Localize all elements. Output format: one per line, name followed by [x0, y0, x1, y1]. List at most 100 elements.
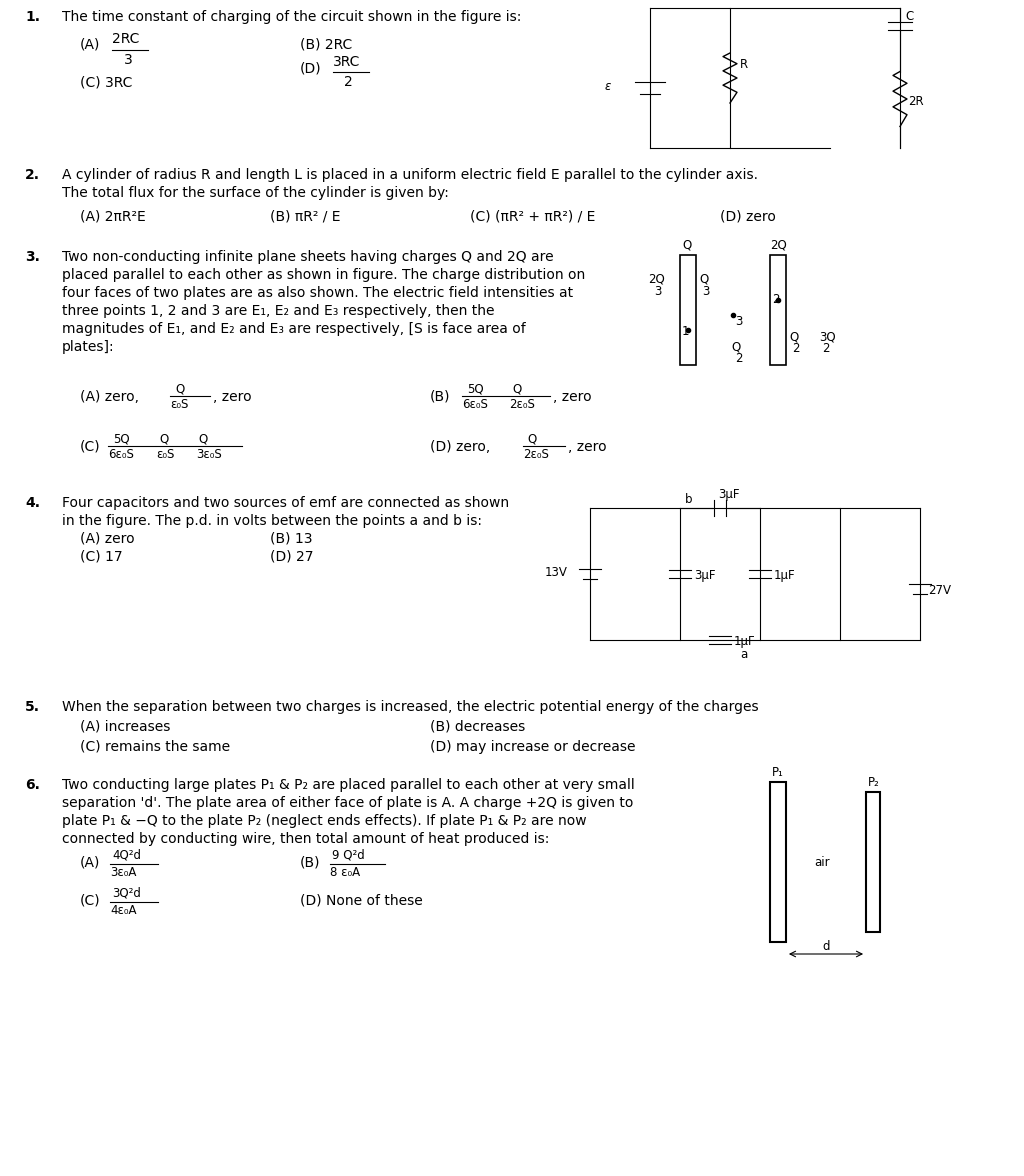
Text: plates]:: plates]: [62, 340, 115, 354]
Text: 2ε₀S: 2ε₀S [509, 397, 535, 410]
Text: 6ε₀S: 6ε₀S [462, 397, 487, 410]
Text: 2: 2 [822, 342, 829, 355]
Text: (C) (πR² + πR²) / E: (C) (πR² + πR²) / E [470, 211, 595, 223]
Text: , zero: , zero [568, 440, 606, 454]
Text: 2R: 2R [908, 95, 924, 108]
Text: Q: Q [731, 340, 740, 353]
Text: 3: 3 [735, 315, 742, 328]
Text: 3: 3 [702, 285, 710, 298]
Text: Q: Q [512, 383, 521, 396]
Text: (B) πR² / E: (B) πR² / E [270, 211, 341, 223]
Text: P₂: P₂ [868, 776, 880, 789]
Text: 4Q²d: 4Q²d [112, 848, 141, 861]
Text: 3Q: 3Q [819, 330, 836, 343]
Text: The total flux for the surface of the cylinder is given by:: The total flux for the surface of the cy… [62, 186, 449, 200]
Text: (B): (B) [430, 390, 451, 405]
Text: 13V: 13V [545, 566, 568, 579]
Text: 3ε₀A: 3ε₀A [110, 866, 136, 878]
Text: in the figure. The p.d. in volts between the points a and b is:: in the figure. The p.d. in volts between… [62, 514, 482, 528]
Text: 5.: 5. [25, 700, 40, 714]
Text: (B) 2RC: (B) 2RC [300, 38, 352, 52]
Text: , zero: , zero [213, 390, 252, 405]
Text: a: a [740, 648, 748, 661]
Text: placed parallel to each other as shown in figure. The charge distribution on: placed parallel to each other as shown i… [62, 268, 586, 282]
Text: 3: 3 [124, 53, 133, 67]
Text: Four capacitors and two sources of emf are connected as shown: Four capacitors and two sources of emf a… [62, 496, 509, 510]
Text: (A): (A) [80, 38, 100, 52]
Text: (A) increases: (A) increases [80, 720, 170, 734]
Text: When the separation between two charges is increased, the electric potential ene: When the separation between two charges … [62, 700, 759, 714]
Text: 1: 1 [682, 325, 689, 338]
Text: magnitudes of E₁, and E₂ and E₃ are respectively, [S is face area of: magnitudes of E₁, and E₂ and E₃ are resp… [62, 322, 525, 336]
Text: b: b [685, 493, 692, 506]
Text: Q: Q [198, 433, 207, 446]
Text: 2Q: 2Q [648, 273, 665, 286]
Text: 2: 2 [344, 75, 352, 89]
Text: (C) 3RC: (C) 3RC [80, 75, 132, 89]
Bar [680, 255, 696, 365]
Text: (D) None of these: (D) None of these [300, 894, 423, 908]
Text: 2RC: 2RC [112, 32, 139, 46]
Text: (D) may increase or decrease: (D) may increase or decrease [430, 740, 636, 754]
Text: (B): (B) [300, 856, 321, 870]
Text: The time constant of charging of the circuit shown in the figure is:: The time constant of charging of the cir… [62, 11, 521, 24]
Text: 27V: 27V [928, 584, 951, 597]
Text: A cylinder of radius R and length L is placed in a uniform electric field E para: A cylinder of radius R and length L is p… [62, 168, 758, 182]
Text: 5Q: 5Q [113, 433, 130, 446]
Text: 3μF: 3μF [718, 488, 739, 501]
Text: 3ε₀S: 3ε₀S [196, 448, 222, 461]
Text: four faces of two plates are as also shown. The electric field intensities at: four faces of two plates are as also sho… [62, 286, 573, 300]
Text: 1μF: 1μF [774, 569, 796, 582]
Text: C: C [905, 11, 913, 24]
Text: Q: Q [682, 239, 691, 252]
Text: (C) remains the same: (C) remains the same [80, 740, 230, 754]
Text: (C): (C) [80, 440, 100, 454]
Text: d: d [822, 940, 829, 953]
Text: ε: ε [605, 80, 611, 93]
Text: 1.: 1. [25, 11, 40, 24]
Text: connected by conducting wire, then total amount of heat produced is:: connected by conducting wire, then total… [62, 831, 549, 846]
Text: (D) 27: (D) 27 [270, 550, 313, 564]
Text: separation 'd'. The plate area of either face of plate is A. A charge +2Q is giv: separation 'd'. The plate area of either… [62, 796, 634, 810]
Text: (A) 2πR²E: (A) 2πR²E [80, 211, 145, 223]
Text: (B) decreases: (B) decreases [430, 720, 525, 734]
Text: Q: Q [527, 433, 537, 446]
Text: ε₀S: ε₀S [170, 397, 188, 410]
Text: (C): (C) [80, 894, 100, 908]
Text: (A) zero: (A) zero [80, 532, 134, 546]
Text: (A): (A) [80, 856, 100, 870]
Text: 2Q: 2Q [770, 239, 786, 252]
Text: (C) 17: (C) 17 [80, 550, 123, 564]
Text: 2: 2 [735, 352, 742, 365]
Text: 2.: 2. [25, 168, 40, 182]
Text: (D): (D) [300, 62, 322, 76]
Text: plate P₁ & −Q to the plate P₂ (neglect ends effects). If plate P₁ & P₂ are now: plate P₁ & −Q to the plate P₂ (neglect e… [62, 814, 587, 828]
Text: ε₀S: ε₀S [156, 448, 174, 461]
Text: , zero: , zero [553, 390, 592, 405]
Text: 2ε₀S: 2ε₀S [523, 448, 549, 461]
Text: 9 Q²d: 9 Q²d [332, 848, 365, 861]
Text: Q: Q [699, 273, 709, 286]
Text: 3RC: 3RC [333, 55, 360, 69]
Text: Two non-conducting infinite plane sheets having charges Q and 2Q are: Two non-conducting infinite plane sheets… [62, 250, 554, 263]
Text: P₁: P₁ [772, 766, 784, 779]
Text: air: air [814, 856, 829, 869]
Text: (D) zero,: (D) zero, [430, 440, 490, 454]
Text: 4.: 4. [25, 496, 40, 510]
Text: Q: Q [790, 330, 799, 343]
Text: 3μF: 3μF [694, 569, 716, 582]
Text: (A) zero,: (A) zero, [80, 390, 139, 405]
Text: 3.: 3. [25, 250, 40, 263]
Text: 3: 3 [654, 285, 662, 298]
Text: 2: 2 [792, 342, 800, 355]
Text: Q: Q [159, 433, 168, 446]
Text: 8 ε₀A: 8 ε₀A [330, 866, 360, 878]
Text: 5Q: 5Q [467, 383, 483, 396]
Text: 1μF: 1μF [734, 635, 756, 648]
Bar [866, 791, 880, 933]
Text: Two conducting large plates P₁ & P₂ are placed parallel to each other at very sm: Two conducting large plates P₁ & P₂ are … [62, 779, 635, 791]
Text: (D) zero: (D) zero [720, 211, 776, 223]
Bar [770, 255, 786, 365]
Text: 2: 2 [772, 293, 779, 306]
Text: 6ε₀S: 6ε₀S [108, 448, 134, 461]
